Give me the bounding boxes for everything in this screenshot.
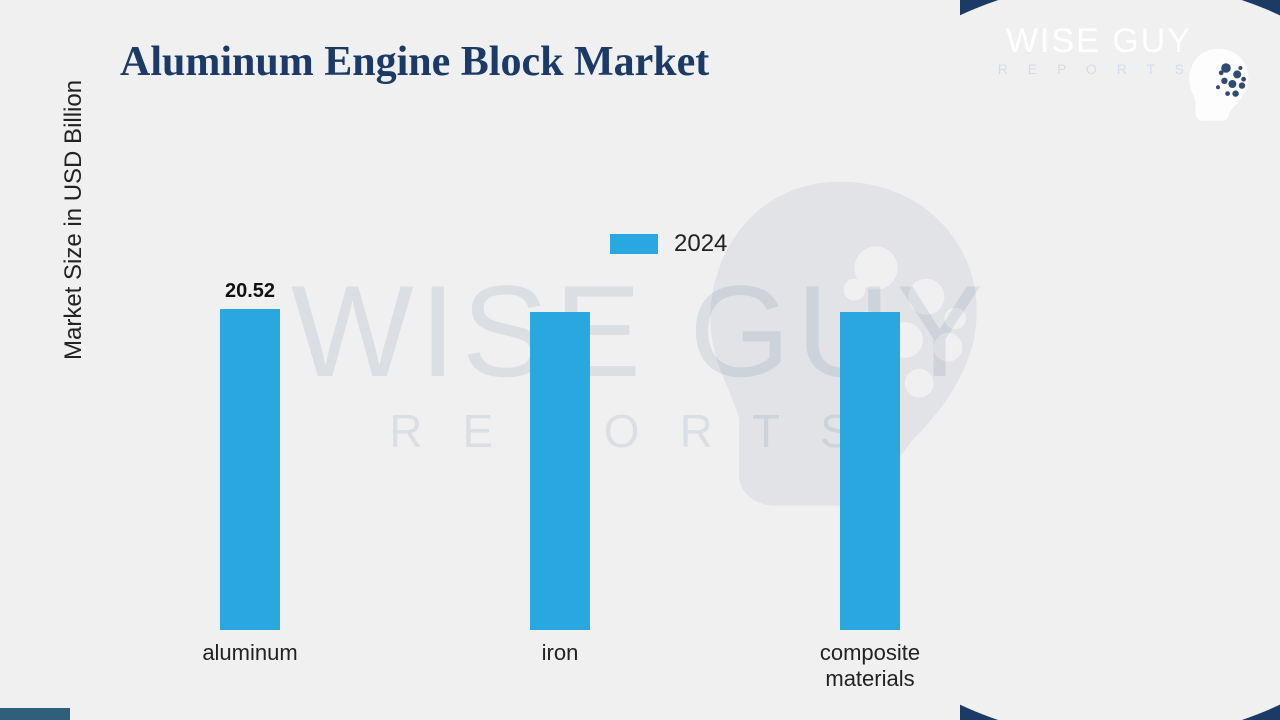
x-category-label: composite materials: [820, 640, 920, 693]
legend-label: 2024: [674, 230, 727, 258]
bar-value-label: 20.52: [225, 280, 275, 303]
bar: iron: [530, 312, 590, 630]
bars-container: 20.52aluminum iron composite materials: [120, 160, 940, 630]
x-category-label: aluminum: [202, 640, 297, 666]
legend-swatch: [610, 234, 658, 254]
brand-main: WISE GUY: [998, 24, 1192, 58]
chart-title: Aluminum Engine Block Market: [120, 38, 709, 86]
bottom-accent-bar: [0, 708, 70, 720]
x-category-label: iron: [542, 640, 579, 666]
legend: 2024: [610, 230, 727, 258]
bar: composite materials: [840, 312, 900, 630]
brand-head-icon: [1178, 44, 1258, 124]
chart-canvas: WISE GUY REPORTS Aluminum Engine Block M…: [0, 0, 1280, 720]
bar: 20.52aluminum: [220, 309, 280, 630]
plot-area: 20.52aluminum iron composite materials: [120, 160, 940, 630]
brand-sub: R E P O R T S: [998, 62, 1192, 76]
brand-logo: WISE GUY R E P O R T S: [998, 24, 1252, 76]
y-axis-label: Market Size in USD Billion: [60, 80, 88, 360]
